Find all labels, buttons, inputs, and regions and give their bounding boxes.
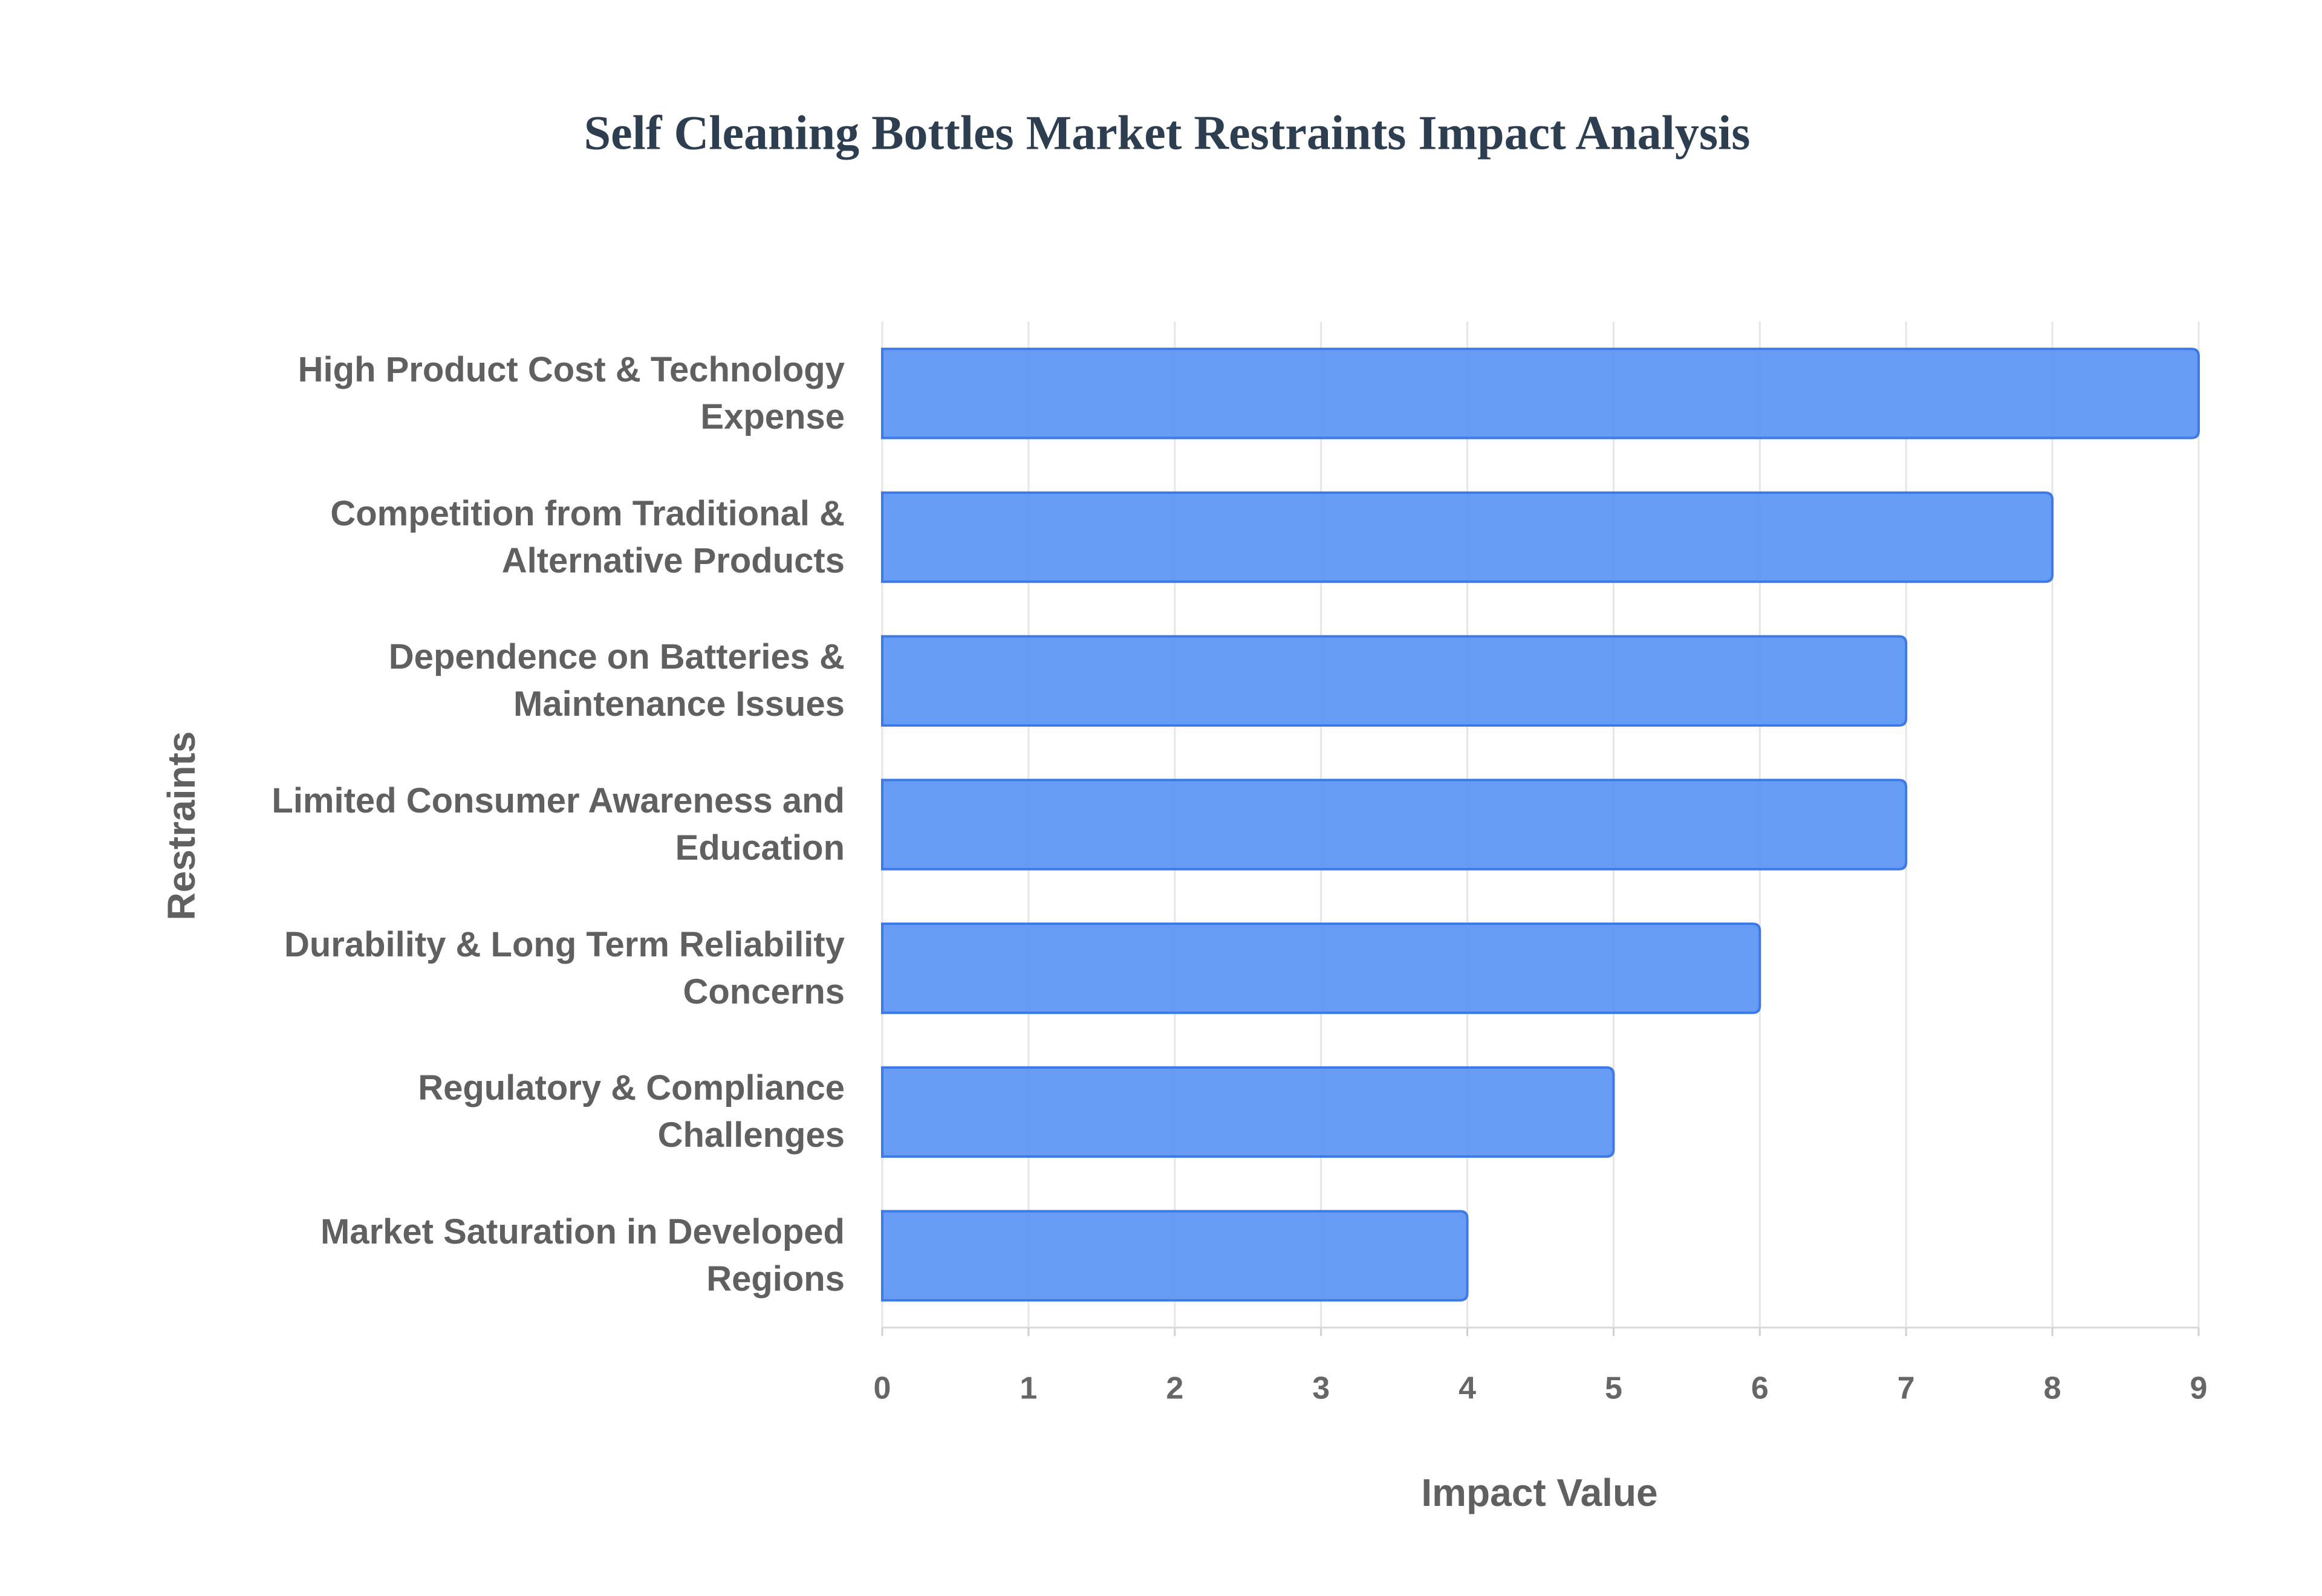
x-tick-label: 4 bbox=[1459, 1371, 1476, 1406]
bar bbox=[881, 1066, 1615, 1158]
bar bbox=[881, 923, 1761, 1014]
y-tick-label: High Product Cost & Technology Expense bbox=[298, 349, 845, 436]
x-tick-label: 9 bbox=[2190, 1371, 2208, 1406]
x-tick-label: 8 bbox=[2044, 1371, 2061, 1406]
x-tick-label: 0 bbox=[874, 1371, 891, 1406]
x-tick-label: 7 bbox=[1898, 1371, 1915, 1406]
y-tick-label: Regulatory & Compliance Challenges bbox=[418, 1068, 845, 1155]
y-tick-label: Competition from Traditional & Alternati… bbox=[330, 493, 845, 580]
x-axis-title: Impact Value bbox=[1421, 1471, 1657, 1514]
chart-title: Self Cleaning Bottles Market Restraints … bbox=[584, 106, 1751, 160]
bar bbox=[881, 1210, 1469, 1302]
x-tick-label: 3 bbox=[1312, 1371, 1330, 1406]
x-tick-label: 1 bbox=[1020, 1371, 1037, 1406]
bar bbox=[881, 491, 2054, 583]
y-tick-label: Market Saturation in Developed Regions bbox=[320, 1212, 845, 1299]
bar bbox=[881, 779, 1908, 871]
bar bbox=[881, 348, 2200, 440]
y-axis-title: Restraints bbox=[160, 731, 203, 921]
y-tick-label: Dependence on Batteries & Maintenance Is… bbox=[388, 637, 845, 724]
x-tick-label: 6 bbox=[1751, 1371, 1769, 1406]
x-tick-label: 5 bbox=[1605, 1371, 1622, 1406]
x-tick-label: 2 bbox=[1166, 1371, 1183, 1406]
y-tick-label: Durability & Long Term Reliability Conce… bbox=[284, 924, 845, 1011]
y-tick-label: Limited Consumer Awareness and Education bbox=[272, 781, 845, 868]
bar bbox=[881, 635, 1908, 727]
